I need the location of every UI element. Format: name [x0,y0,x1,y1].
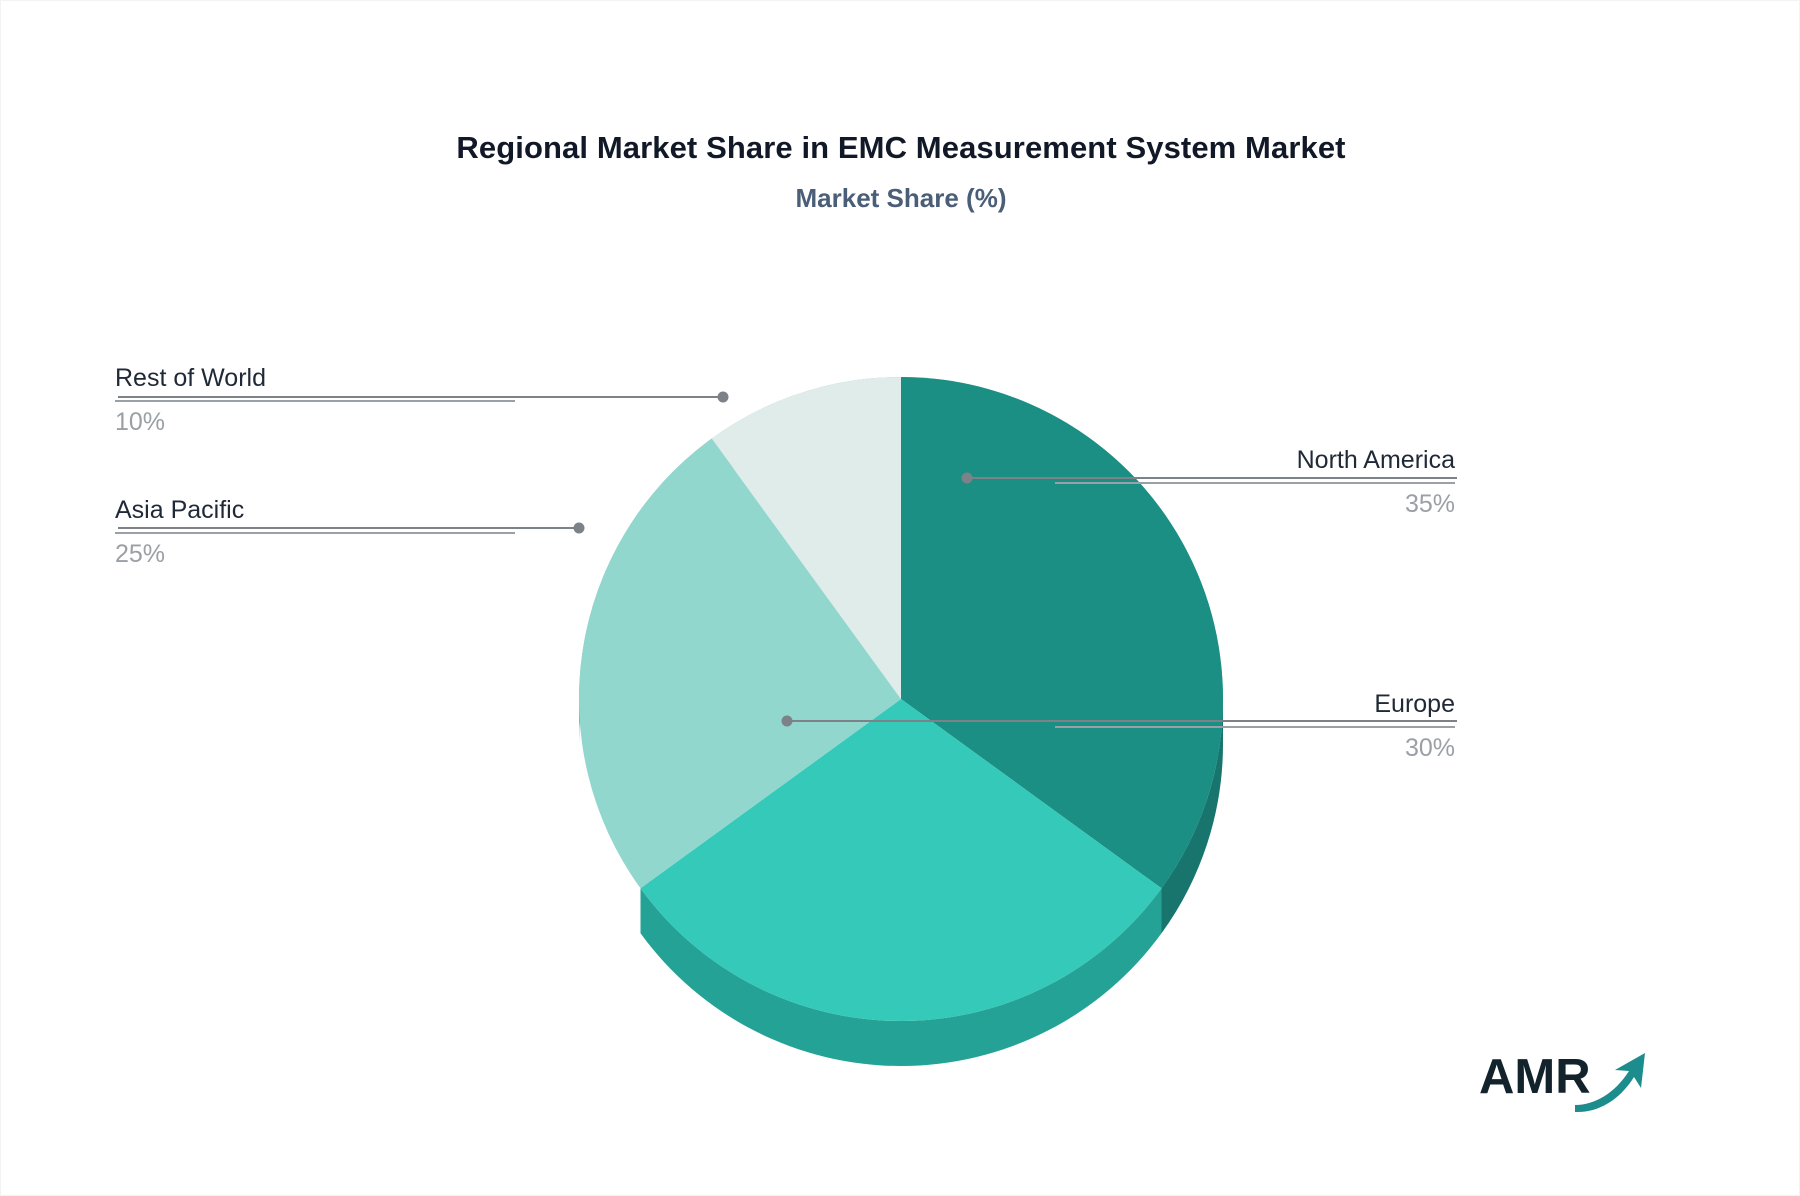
callout-value-europe: 30% [1404,734,1455,763]
callout-label-rest-of-world: Rest of World [115,364,266,392]
callout-value-north-america: 35% [1404,490,1455,519]
callout-rule-north-america [1055,482,1455,485]
title-block: Regional Market Share in EMC Measurement… [1,129,1799,214]
callout-europe: Europe 30% [1055,689,1455,765]
leader-lines [118,391,1457,727]
callout-rule-asia-pacific [115,532,515,535]
leader-dot-rest-of-world [717,391,729,403]
pie-slice-rest-of-world [711,377,901,699]
amr-logo: AMR [1479,1050,1645,1113]
pie-side-north-america [1161,699,1223,934]
leader-dot-asia-pacific [573,522,585,534]
leader-dot-north-america [961,472,973,484]
callout-asia-pacific: Asia Pacific 25% [115,495,515,571]
pie-top-faces [578,377,1224,1022]
pie-slice-asia-pacific [578,438,901,889]
callout-label-north-america: North America [1296,446,1455,474]
page-title: Regional Market Share in EMC Measurement… [456,130,1346,165]
callout-rest-of-world: Rest of World 10% [115,363,515,439]
pie-slice-north-america [901,377,1224,889]
chart-subtitle: Market Share (%) [795,183,1007,214]
amr-logo-text: AMR [1479,1050,1591,1104]
callout-value-rest-of-world: 10% [115,408,166,437]
callout-north-america: North America 35% [1055,445,1455,521]
callout-rule-rest-of-world [115,400,515,403]
pie-slice-europe [640,699,1162,1022]
pie-3d-side-walls [579,377,1223,1067]
callout-label-europe: Europe [1374,690,1455,718]
growth-arrow-icon [1575,1053,1645,1113]
callout-value-asia-pacific: 25% [115,540,166,569]
leader-dot-europe [781,715,793,727]
callout-label-asia-pacific: Asia Pacific [115,496,245,524]
pie-side-europe [640,888,1162,1067]
callout-rule-europe [1055,726,1455,729]
